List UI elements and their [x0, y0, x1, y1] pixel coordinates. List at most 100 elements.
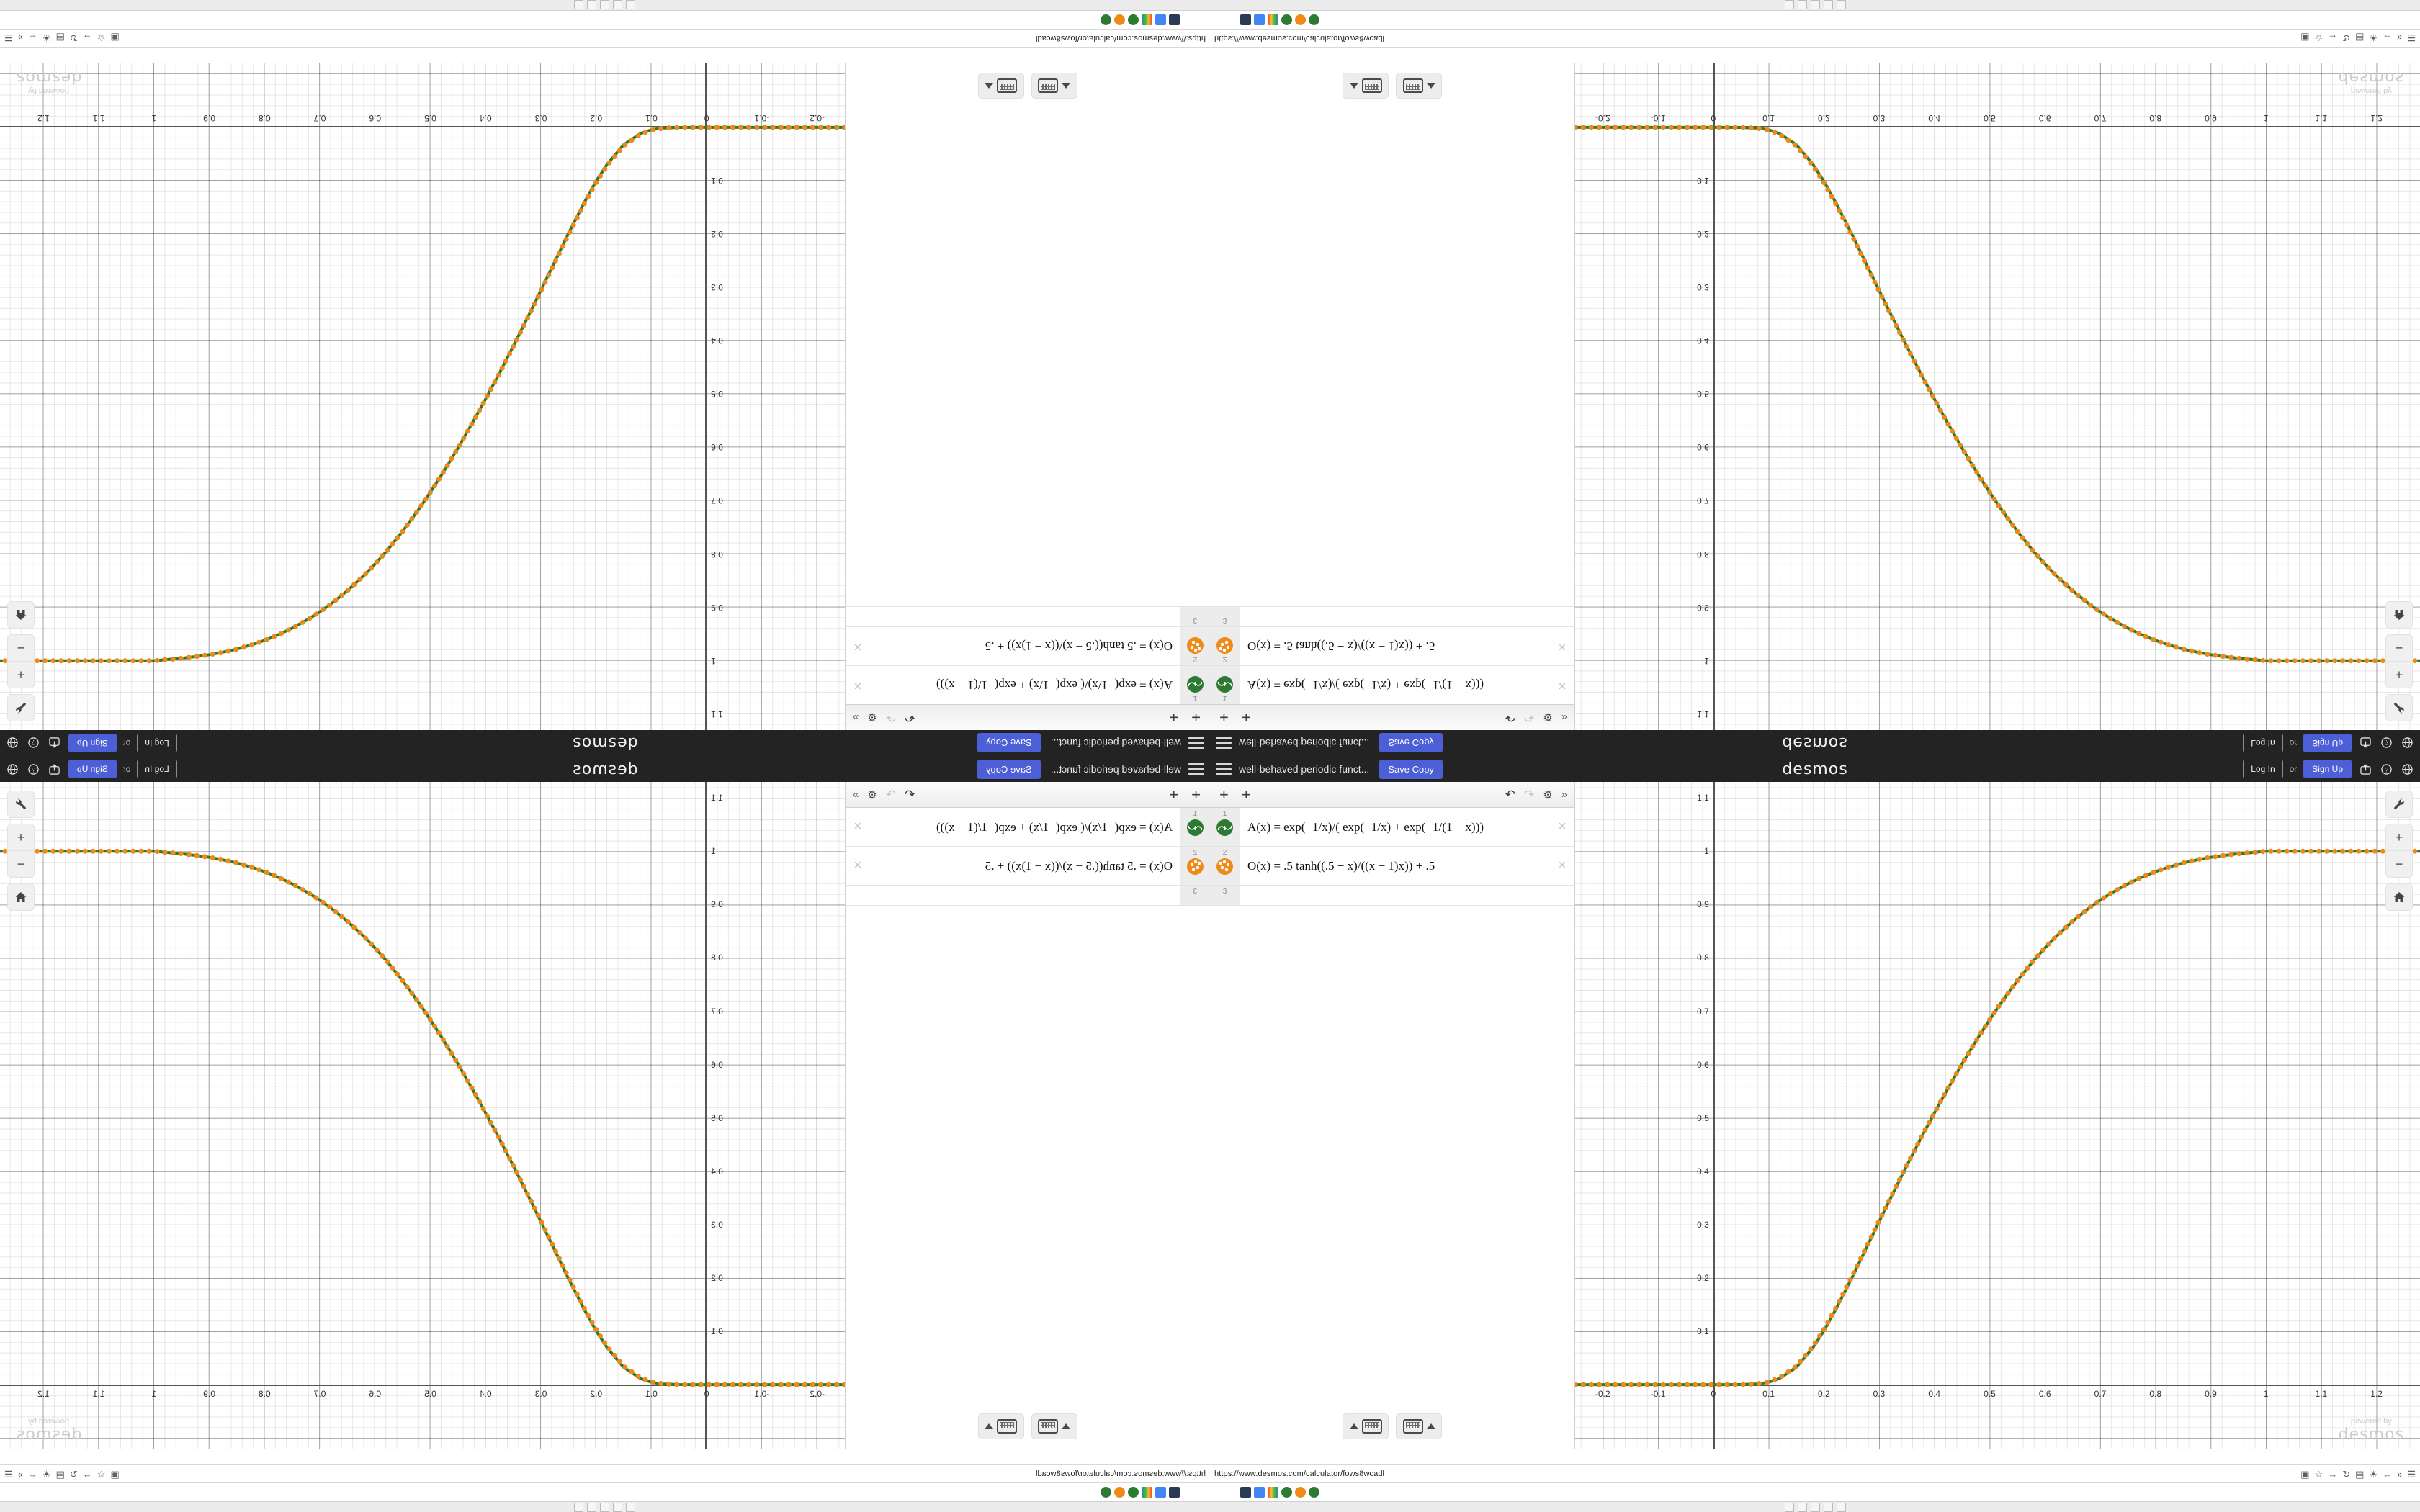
bookmark-icon[interactable]: [1142, 1487, 1152, 1498]
help-icon[interactable]: ?: [27, 736, 41, 750]
undo-icon[interactable]: ↶: [905, 787, 915, 801]
keyboard-toggle-right-button[interactable]: [978, 1413, 1024, 1439]
graph-title[interactable]: well-behaved periodic funct...: [1239, 737, 1370, 749]
url-text[interactable]: https://www.desmos.com/calculator/fows8w…: [1035, 1470, 1206, 1478]
expression-row-2[interactable]: 2 O(x) = .5 tanh((.5 − x)/((x − 1)x)) + …: [846, 847, 1210, 886]
expression-row-3-empty[interactable]: 3: [1210, 606, 1574, 626]
reload-icon[interactable]: ↻: [2342, 32, 2351, 44]
hamburger-menu-icon[interactable]: ☰: [4, 32, 13, 44]
menu-icon[interactable]: [1216, 737, 1232, 749]
home-reset-button[interactable]: [2385, 883, 2413, 911]
expression-row-1[interactable]: 1 A(x) = exp(−1/x)/( exp(−1/x) + exp(−1/…: [846, 665, 1210, 704]
add-item-button[interactable]: +: [1169, 708, 1179, 727]
forward-arrow-icon[interactable]: →: [2328, 1468, 2338, 1480]
bookmark-icon[interactable]: [1128, 14, 1139, 25]
gear-icon[interactable]: ⚙: [1543, 788, 1553, 801]
bookmark-icon[interactable]: [1281, 14, 1292, 25]
graph-settings-wrench-icon[interactable]: [2385, 694, 2413, 721]
redo-icon[interactable]: ↷: [1523, 787, 1535, 801]
expression-row-3-empty[interactable]: 3: [1210, 886, 1574, 906]
zoom-in-button[interactable]: +: [2385, 824, 2413, 851]
delete-expression-icon[interactable]: ×: [1558, 819, 1567, 834]
expression-latex-3[interactable]: [870, 886, 1180, 905]
bookmark-icon[interactable]: [1155, 1487, 1166, 1498]
expression-row-1[interactable]: 1 A(x) = exp(−1/x)/( exp(−1/x) + exp(−1/…: [846, 808, 1210, 847]
expression-row-1[interactable]: 1 A(x) = exp(−1/x)/( exp(−1/x) + exp(−1/…: [1210, 665, 1574, 704]
keyboard-toggle-left-button[interactable]: [1031, 73, 1077, 99]
zoom-out-button[interactable]: −: [7, 851, 35, 878]
add-expression-button[interactable]: +: [1191, 785, 1201, 804]
curve-icon[interactable]: [1216, 676, 1233, 693]
save-copy-button[interactable]: Save Copy: [977, 759, 1041, 779]
language-globe-icon[interactable]: [2400, 762, 2414, 776]
bookmark-icon[interactable]: [1295, 1487, 1306, 1498]
log-in-button[interactable]: Log In: [137, 734, 177, 752]
back-arrow-icon[interactable]: ←: [27, 1468, 37, 1480]
zoom-in-button[interactable]: +: [7, 661, 35, 688]
bookmark-icon[interactable]: [1268, 1487, 1278, 1498]
bookmark-icon[interactable]: [1169, 14, 1180, 25]
bookmark-star-icon[interactable]: ☆: [97, 1468, 106, 1480]
reader-mode-icon[interactable]: ▤: [2355, 1468, 2365, 1480]
taskbar-app-icon[interactable]: [1810, 1502, 1820, 1512]
graph-canvas[interactable]: -0.2 -0.1 0 0.1 0.2 0.3 0.4 0.5 0.6 0.7 0.8 0.9 1 1.1…: [1575, 63, 2420, 730]
share-icon[interactable]: [48, 762, 62, 776]
graph-title[interactable]: well-behaved periodic funct...: [1050, 763, 1181, 775]
add-item-button[interactable]: +: [1241, 785, 1251, 804]
menu-icon[interactable]: [1188, 737, 1204, 749]
zoom-in-button[interactable]: +: [7, 824, 35, 851]
row-index-cell-1[interactable]: 1: [1210, 808, 1240, 846]
taskbar-app-icon[interactable]: [587, 1502, 597, 1512]
sign-up-button[interactable]: Sign Up: [2303, 760, 2352, 778]
graph-settings-wrench-icon[interactable]: [2385, 791, 2413, 818]
overflow-chevron-icon[interactable]: »: [17, 1468, 23, 1480]
curve-icon[interactable]: [1187, 819, 1204, 836]
expression-latex-3[interactable]: [1240, 607, 1550, 626]
add-item-button[interactable]: +: [1241, 708, 1251, 727]
language-globe-icon[interactable]: [2400, 736, 2414, 750]
expression-row-3-empty[interactable]: 3: [846, 606, 1210, 626]
translate-icon[interactable]: ▣: [110, 32, 120, 44]
save-copy-button[interactable]: Save Copy: [977, 733, 1041, 753]
globe-icon[interactable]: ☀: [42, 32, 51, 44]
help-icon[interactable]: ?: [27, 762, 41, 776]
row-index-cell-1[interactable]: 1: [1180, 808, 1210, 846]
dotted-curve-icon[interactable]: [1216, 858, 1233, 875]
redo-icon[interactable]: ↷: [885, 711, 897, 725]
expression-latex-2[interactable]: O(x) = .5 tanh((.5 − x)/((x − 1)x)) + .5: [985, 858, 1173, 873]
expression-row-2[interactable]: 2 O(x) = .5 tanh((.5 − x)/((x − 1)x)) + …: [1210, 847, 1574, 886]
graph-title[interactable]: well-behaved periodic funct...: [1050, 737, 1181, 749]
taskbar-app-icon[interactable]: [613, 1502, 623, 1512]
taskbar-app-icon[interactable]: [600, 1502, 610, 1512]
expression-row-2[interactable]: 2 O(x) = .5 tanh((.5 − x)/((x − 1)x)) + …: [1210, 626, 1574, 665]
expression-row-1[interactable]: 1 A(x) = exp(−1/x)/( exp(−1/x) + exp(−1/…: [1210, 808, 1574, 847]
browser-url-bar[interactable]: https://www.desmos.com/calculator/fows8w…: [1210, 1464, 2420, 1483]
back-arrow-icon[interactable]: ←: [2383, 1468, 2393, 1480]
hamburger-menu-icon[interactable]: ☰: [2407, 32, 2416, 44]
row-index-cell-3[interactable]: 3: [1210, 607, 1240, 626]
expression-latex-2[interactable]: O(x) = .5 tanh((.5 − x)/((x − 1)x)) + .5: [985, 639, 1173, 654]
url-text[interactable]: https://www.desmos.com/calculator/fows8w…: [1214, 1470, 1385, 1478]
bookmark-star-icon[interactable]: ☆: [2314, 32, 2323, 44]
taskbar-app-icon[interactable]: [1810, 0, 1820, 10]
collapse-panel-icon[interactable]: »: [1561, 711, 1567, 724]
delete-expression-icon[interactable]: ×: [853, 819, 862, 834]
row-index-cell-3[interactable]: 3: [1180, 607, 1210, 626]
taskbar-app-icon[interactable]: [1836, 1502, 1846, 1512]
delete-expression-icon[interactable]: ×: [1558, 858, 1567, 873]
sign-up-button[interactable]: Sign Up: [68, 734, 117, 752]
overflow-chevron-icon[interactable]: »: [2397, 32, 2403, 44]
log-in-button[interactable]: Log In: [2243, 734, 2283, 752]
taskbar-app-icon[interactable]: [587, 0, 597, 10]
row-index-cell-1[interactable]: 1: [1210, 666, 1240, 704]
reader-mode-icon[interactable]: ▤: [55, 32, 65, 44]
reader-mode-icon[interactable]: ▤: [55, 1468, 65, 1480]
bookmark-icon[interactable]: [1281, 1487, 1292, 1498]
home-reset-button[interactable]: [7, 601, 35, 629]
save-copy-button[interactable]: Save Copy: [1379, 759, 1443, 779]
graph-settings-wrench-icon[interactable]: [7, 791, 35, 818]
expression-latex-1[interactable]: A(x) = exp(−1/x)/( exp(−1/x) + exp(−1/(1…: [1247, 819, 1484, 834]
collapse-panel-icon[interactable]: »: [853, 711, 859, 724]
delete-expression-icon[interactable]: ×: [1558, 678, 1567, 693]
taskbar-app-icon[interactable]: [1784, 0, 1794, 10]
